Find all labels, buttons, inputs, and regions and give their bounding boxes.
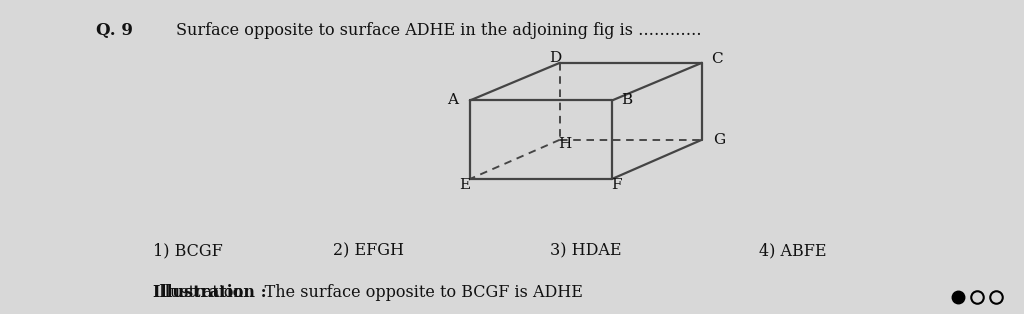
Text: B: B (622, 94, 633, 107)
Text: Illustration :: Illustration : (153, 284, 266, 300)
Text: C: C (712, 52, 723, 66)
Text: A: A (447, 94, 459, 107)
Text: 2) EFGH: 2) EFGH (333, 243, 403, 260)
Text: Q. 9: Q. 9 (96, 22, 133, 39)
Text: F: F (611, 178, 622, 192)
Text: G: G (713, 133, 725, 147)
Text: Illustration :  The surface opposite to BCGF is ADHE: Illustration : The surface opposite to B… (153, 284, 583, 300)
Text: 3) HDAE: 3) HDAE (551, 243, 622, 260)
Text: 4) ABFE: 4) ABFE (759, 243, 826, 260)
Text: H: H (558, 138, 571, 151)
Text: E: E (460, 178, 471, 192)
Text: 1) BCGF: 1) BCGF (153, 243, 222, 260)
Text: Surface opposite to surface ADHE in the adjoining fig is …………: Surface opposite to surface ADHE in the … (176, 22, 701, 39)
Text: D: D (549, 51, 561, 65)
